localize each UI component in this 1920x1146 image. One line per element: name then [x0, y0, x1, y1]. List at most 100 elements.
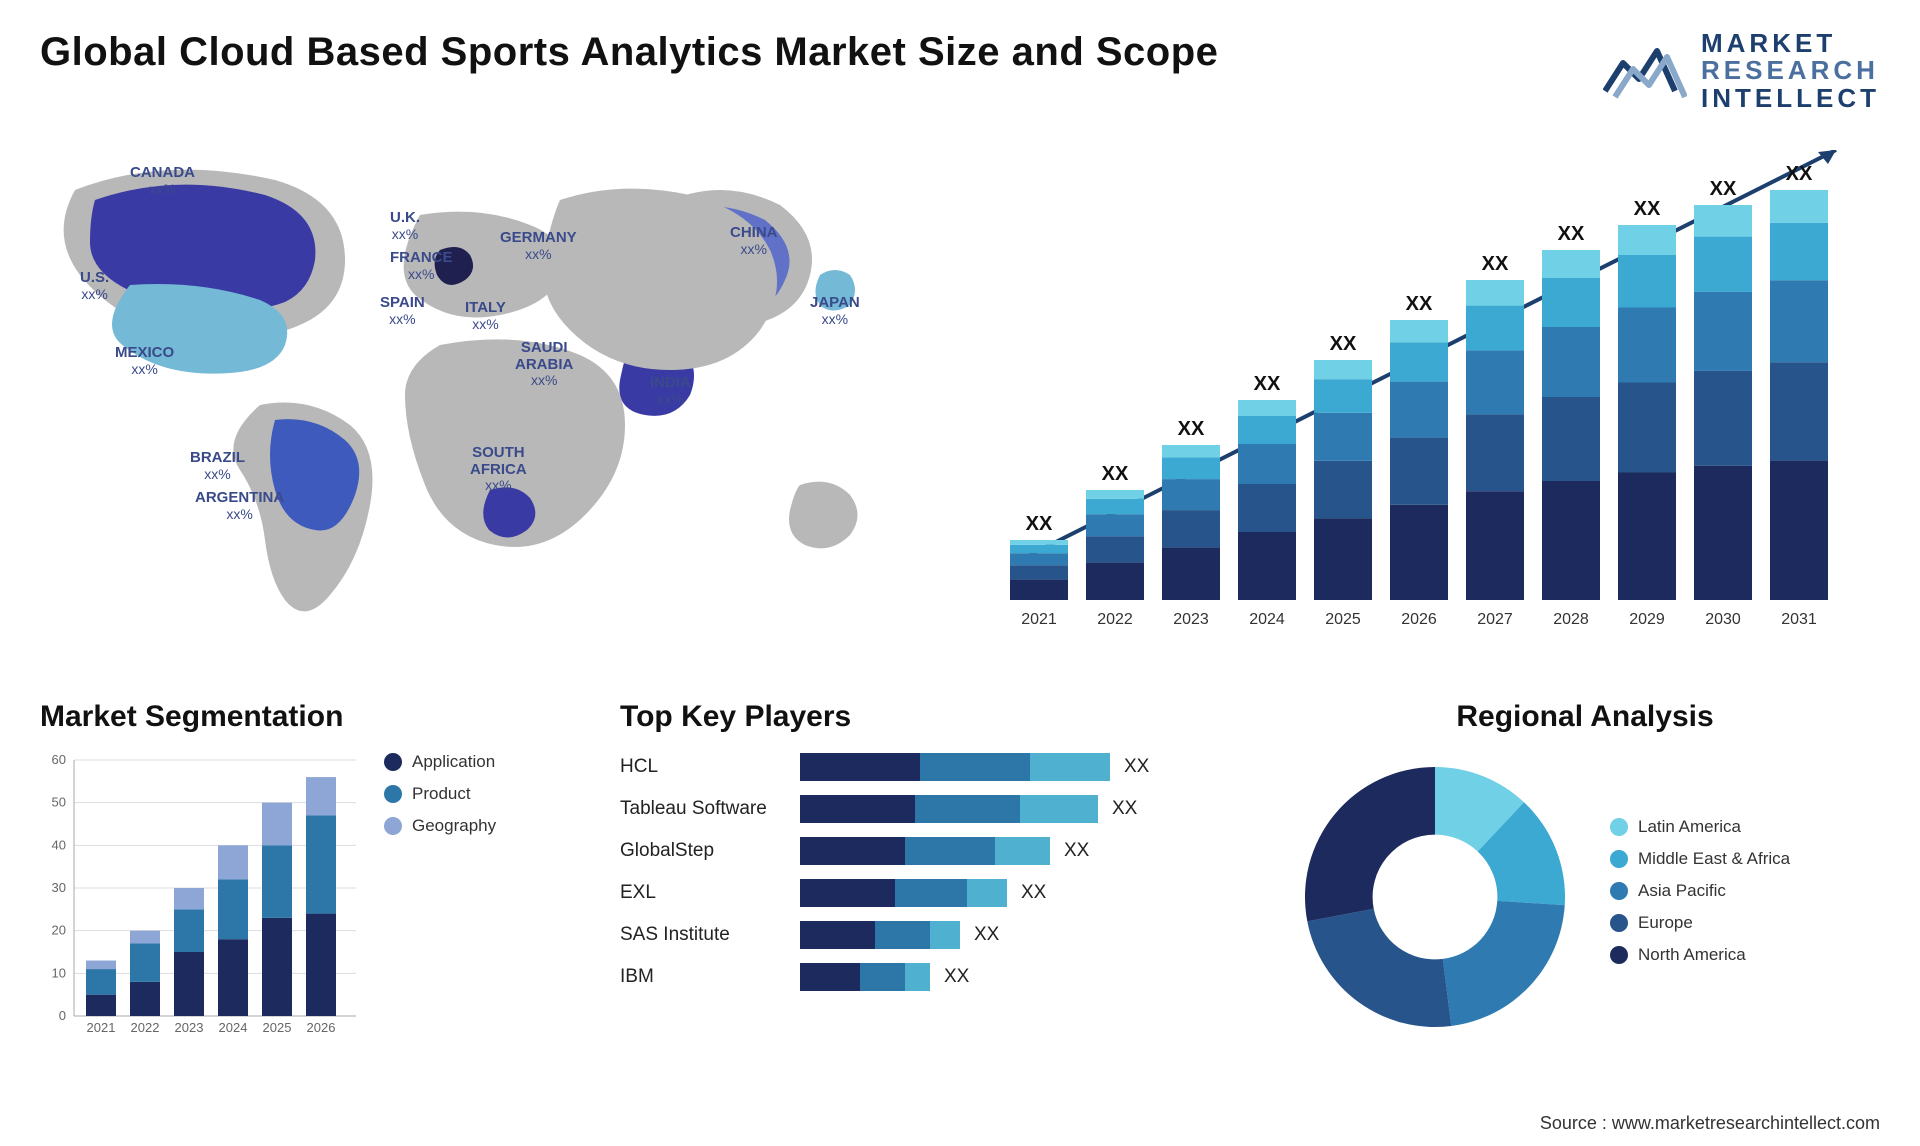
legend-item: Product	[384, 784, 496, 804]
keyplayers-title: Top Key Players	[620, 700, 1240, 734]
regional-analysis: Regional Analysis Latin America Middle Ea…	[1290, 700, 1880, 1080]
svg-text:2029: 2029	[1629, 611, 1665, 628]
svg-text:0: 0	[59, 1008, 66, 1023]
svg-text:XX: XX	[1482, 253, 1509, 275]
keyplayer-row: GlobalStep XX	[620, 836, 1240, 866]
legend-item: Application	[384, 752, 496, 772]
map-label: ARGENTINAxx%	[195, 490, 284, 522]
legend-item: North America	[1610, 945, 1790, 965]
keyplayer-bar	[800, 963, 930, 991]
keyplayer-row: Tableau Software XX	[620, 794, 1240, 824]
key-players: Top Key Players HCLXXTableau SoftwareXXG…	[620, 700, 1240, 1080]
logo-line3: INTELLECT	[1701, 85, 1880, 112]
keyplayer-row: EXL XX	[620, 878, 1240, 908]
svg-text:2023: 2023	[1173, 611, 1209, 628]
svg-text:60: 60	[52, 752, 66, 767]
svg-text:2023: 2023	[175, 1020, 204, 1035]
keyplayer-label: Tableau Software	[620, 798, 800, 820]
keyplayer-value: XX	[944, 966, 969, 988]
svg-text:2028: 2028	[1553, 611, 1589, 628]
svg-text:XX: XX	[1102, 463, 1129, 485]
keyplayer-value: XX	[1112, 798, 1137, 820]
logo-text: MARKET RESEARCH INTELLECT	[1701, 30, 1880, 112]
legend-item: Latin America	[1610, 817, 1790, 837]
map-label: SPAINxx%	[380, 295, 425, 327]
svg-text:XX: XX	[1406, 293, 1433, 315]
source-text: Source : www.marketresearchintellect.com	[1540, 1113, 1880, 1134]
map-label: CHINAxx%	[730, 225, 778, 257]
svg-text:10: 10	[52, 965, 66, 980]
svg-text:XX: XX	[1330, 333, 1357, 355]
svg-text:2022: 2022	[1097, 611, 1133, 628]
svg-text:2026: 2026	[1401, 611, 1437, 628]
svg-text:XX: XX	[1254, 373, 1281, 395]
segmentation-svg: 0102030405060202120222023202420252026	[40, 752, 360, 1042]
keyplayer-value: XX	[1064, 840, 1089, 862]
svg-text:2021: 2021	[87, 1020, 116, 1035]
svg-text:2027: 2027	[1477, 611, 1513, 628]
keyplayer-value: XX	[1124, 756, 1149, 778]
market-segmentation: Market Segmentation 0 10 20 30 40 50 60 2021 202…	[40, 700, 570, 1080]
map-label: MEXICOxx%	[115, 345, 174, 377]
growth-bar-chart: XX 2021 XX 2022 XX 2023 XX 2024 XX 2025 XX 2026 XX 20…	[1000, 150, 1870, 640]
map-label: BRAZILxx%	[190, 450, 245, 482]
svg-text:40: 40	[52, 837, 66, 852]
map-label: SOUTHAFRICAxx%	[470, 445, 527, 493]
svg-text:XX: XX	[1786, 163, 1813, 185]
map-label: JAPANxx%	[810, 295, 860, 327]
legend-item: Asia Pacific	[1610, 881, 1790, 901]
svg-text:50: 50	[52, 795, 66, 810]
keyplayer-row: SAS Institute XX	[620, 920, 1240, 950]
svg-text:XX: XX	[1710, 178, 1737, 200]
segmentation-legend: ApplicationProductGeography	[384, 752, 496, 1042]
segmentation-title: Market Segmentation	[40, 700, 570, 734]
svg-text:2022: 2022	[131, 1020, 160, 1035]
keyplayer-value: XX	[974, 924, 999, 946]
keyplayer-label: EXL	[620, 882, 800, 904]
legend-item: Middle East & Africa	[1610, 849, 1790, 869]
page-title: Global Cloud Based Sports Analytics Mark…	[40, 30, 1218, 75]
svg-text:2021: 2021	[1021, 611, 1057, 628]
keyplayer-bar	[800, 921, 960, 949]
regional-donut-svg	[1290, 752, 1580, 1042]
map-label: CANADAxx%	[130, 165, 195, 197]
svg-text:2025: 2025	[1325, 611, 1361, 628]
map-label: SAUDIARABIAxx%	[515, 340, 573, 388]
regional-legend: Latin America Middle East & Africa Asia Pa…	[1610, 817, 1790, 977]
svg-text:XX: XX	[1634, 198, 1661, 220]
svg-text:XX: XX	[1178, 418, 1205, 440]
svg-text:2030: 2030	[1705, 611, 1741, 628]
map-label: INDIAxx%	[650, 375, 691, 407]
svg-text:XX: XX	[1558, 223, 1585, 245]
svg-text:20: 20	[52, 923, 66, 938]
svg-text:2025: 2025	[263, 1020, 292, 1035]
keyplayer-label: SAS Institute	[620, 924, 800, 946]
logo-line1: MARKET	[1701, 30, 1880, 57]
map-svg	[40, 145, 960, 665]
keyplayer-row: HCL XX	[620, 752, 1240, 782]
brand-logo: MARKET RESEARCH INTELLECT	[1603, 30, 1880, 112]
svg-text:XX: XX	[1026, 513, 1053, 535]
header: Global Cloud Based Sports Analytics Mark…	[40, 30, 1880, 112]
keyplayer-row: IBM XX	[620, 962, 1240, 992]
map-label: U.S.xx%	[80, 270, 109, 302]
keyplayer-value: XX	[1021, 882, 1046, 904]
world-map: CANADAxx% U.S.xx% MEXICOxx% BRAZILxx% ARGENT…	[40, 145, 960, 665]
keyplayer-label: HCL	[620, 756, 800, 778]
svg-text:2031: 2031	[1781, 611, 1817, 628]
keyplayers-rows: HCL XX Tableau Software XX GlobalStep XX EXL XX…	[620, 752, 1240, 992]
map-label: U.K.xx%	[390, 210, 420, 242]
svg-text:2024: 2024	[1249, 611, 1285, 628]
logo-mark-icon	[1603, 39, 1687, 103]
keyplayer-bar	[800, 753, 1110, 781]
keyplayer-label: GlobalStep	[620, 840, 800, 862]
keyplayer-bar	[800, 837, 1050, 865]
map-label: ITALYxx%	[465, 300, 506, 332]
svg-text:2026: 2026	[307, 1020, 336, 1035]
keyplayer-bar	[800, 795, 1098, 823]
svg-text:30: 30	[52, 880, 66, 895]
regional-title: Regional Analysis	[1290, 700, 1880, 734]
map-label: FRANCExx%	[390, 250, 453, 282]
keyplayer-label: IBM	[620, 966, 800, 988]
logo-line2: RESEARCH	[1701, 57, 1880, 84]
